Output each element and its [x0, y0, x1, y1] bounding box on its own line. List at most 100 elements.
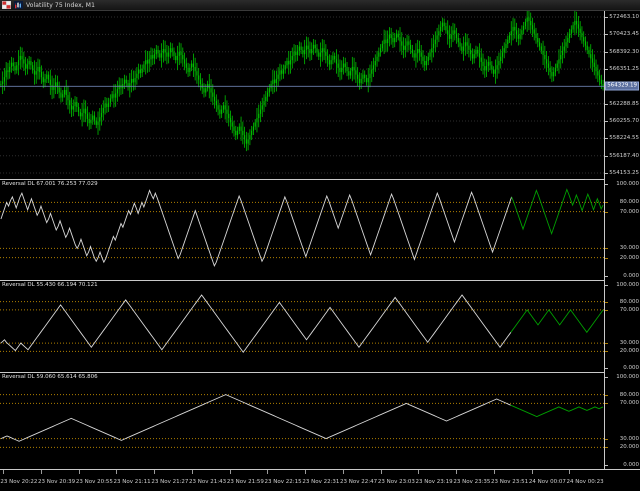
- time-axis-label: 23 Nov 23:19: [415, 479, 453, 485]
- indicator-scale-label: 80.000: [619, 298, 639, 305]
- indicator-scale-label: 0.000: [623, 273, 639, 279]
- indicator-scale-tick: [605, 394, 608, 396]
- indicator-scale-tick: [605, 248, 608, 250]
- indicator-scale-tick: [605, 343, 608, 345]
- indicator-scale-tick: [605, 351, 608, 353]
- time-axis-label: 23 Nov 20:22: [0, 479, 38, 485]
- indicator-scale-tick: [605, 285, 608, 286]
- indicator-scale-label: 70.000: [619, 208, 639, 215]
- time-axis-tick: [418, 470, 420, 474]
- time-axis[interactable]: 23 Nov 20:22 23 Nov 20:39 23 Nov 20:55 23 N…: [0, 470, 604, 491]
- time-axis-tick: [531, 470, 533, 474]
- price-scale-tick: [605, 121, 608, 122]
- time-axis-tick: [78, 470, 80, 474]
- time-axis-label: 23 Nov 20:55: [75, 479, 113, 485]
- indicator-scale-tick: [605, 438, 608, 440]
- indicator-3-line-chart: [0, 394, 604, 448]
- time-axis-label: 23 Nov 22:15: [264, 479, 302, 485]
- price-scale[interactable]: 572463.10 570423.45 568392.30 566351.25 5622…: [604, 11, 640, 469]
- price-scale-tick: [605, 69, 608, 71]
- price-scale-tick: [605, 17, 608, 18]
- time-axis-tick: [116, 470, 118, 474]
- time-axis-label: 24 Nov 00:07: [528, 479, 566, 485]
- time-axis-label: 23 Nov 23:03: [377, 479, 415, 485]
- indicator-scale-tick: [605, 368, 608, 369]
- time-axis-label: 23 Nov 22:47: [340, 479, 378, 485]
- indicator-pane-3[interactable]: [0, 373, 604, 469]
- indicator-scale-label: 30.000: [619, 340, 639, 347]
- price-scale-label: 554153.25: [609, 170, 639, 176]
- time-axis-label: 24 Nov 00:23: [566, 479, 604, 485]
- indicator-3-label: Reversal DL 59.060 65.614 65.806: [2, 374, 98, 380]
- indicator-scale-tick: [605, 465, 608, 466]
- price-scale-tick: [605, 155, 608, 157]
- indicator-scale-tick: [605, 447, 608, 449]
- price-candlestick-chart: [0, 11, 604, 174]
- time-axis-tick: [493, 470, 495, 474]
- time-axis-tick: [342, 470, 344, 474]
- indicator-scale-tick: [605, 211, 608, 213]
- indicator-scale-tick: [605, 309, 608, 311]
- price-scale-label: 558224.55: [609, 135, 639, 142]
- price-scale-label: 572463.10: [609, 14, 639, 20]
- indicator-scale-tick: [605, 184, 608, 185]
- price-scale-tick: [605, 138, 608, 140]
- indicator-scale-label: 30.000: [619, 435, 639, 442]
- grid-icon[interactable]: [2, 1, 11, 9]
- price-scale-label: 570423.45: [609, 31, 639, 38]
- indicator-1-label: Reversal DL 67.001 76.253 77.029: [2, 181, 98, 187]
- indicator-scale-tick: [605, 276, 608, 277]
- indicator-scale-tick: [605, 257, 608, 259]
- price-scale-tick: [605, 34, 608, 36]
- time-axis-label: 23 Nov 20:39: [38, 479, 76, 485]
- time-axis-tick: [3, 470, 4, 474]
- time-axis-tick: [40, 470, 42, 474]
- time-axis-label: 23 Nov 23:35: [453, 479, 491, 485]
- indicator-scale-label: 30.000: [619, 245, 639, 252]
- indicator-pane-2[interactable]: [0, 281, 604, 372]
- pane-divider-1: [0, 179, 604, 180]
- time-axis-label: 23 Nov 21:27: [151, 479, 189, 485]
- indicator-2-label: Reversal DL 55.430 66.194 70.121: [2, 282, 98, 288]
- last-price-label: 564329.19: [605, 81, 639, 91]
- indicator-scale-label: 70.000: [619, 400, 639, 407]
- indicator-scale-label: 100.000: [616, 181, 639, 187]
- time-axis-tick: [380, 470, 382, 474]
- chart-frame: Reversal DL 67.001 76.253 77.029 Reversa…: [0, 11, 640, 491]
- indicator-scale-tick: [605, 202, 608, 204]
- time-axis-tick: [267, 470, 269, 474]
- indicator-scale-label: 20.000: [619, 348, 639, 355]
- price-scale-tick: [605, 51, 608, 53]
- window-title-bar: Volatility 75 Index, M1: [0, 0, 640, 11]
- indicator-scale-label: 0.000: [623, 462, 639, 468]
- time-axis-tick: [229, 470, 231, 474]
- price-scale-label: 562288.85: [609, 100, 639, 107]
- time-axis-tick: [305, 470, 306, 474]
- price-scale-label: 566351.25: [609, 66, 639, 73]
- price-scale-label: 568392.30: [609, 48, 639, 55]
- time-axis-tick: [456, 470, 457, 474]
- price-scale-tick: [605, 173, 608, 174]
- time-axis-tick: [191, 470, 193, 474]
- indicator-scale-label: 100.000: [616, 282, 639, 288]
- time-axis-tick: [154, 470, 155, 474]
- indicator-scale-label: 80.000: [619, 199, 639, 206]
- indicator-scale-label: 0.000: [623, 365, 639, 371]
- chart-icon[interactable]: [14, 1, 23, 9]
- indicator-scale-tick: [605, 301, 608, 303]
- indicator-scale-tick: [605, 403, 608, 405]
- price-scale-tick: [605, 103, 608, 105]
- indicator-scale-label: 70.000: [619, 306, 639, 313]
- indicator-scale-label: 100.000: [616, 374, 639, 380]
- indicator-pane-1[interactable]: [0, 180, 604, 280]
- pane-divider-2: [0, 280, 604, 281]
- price-scale-label: 556187.40: [609, 152, 639, 159]
- time-axis-label: 23 Nov 21:59: [226, 479, 264, 485]
- time-axis-label: 23 Nov 21:43: [189, 479, 227, 485]
- indicator-scale-tick: [605, 377, 608, 378]
- indicator-scale-label: 20.000: [619, 444, 639, 451]
- main-price-pane[interactable]: [0, 11, 604, 179]
- pane-divider-3: [0, 372, 604, 373]
- time-axis-tick: [569, 470, 571, 474]
